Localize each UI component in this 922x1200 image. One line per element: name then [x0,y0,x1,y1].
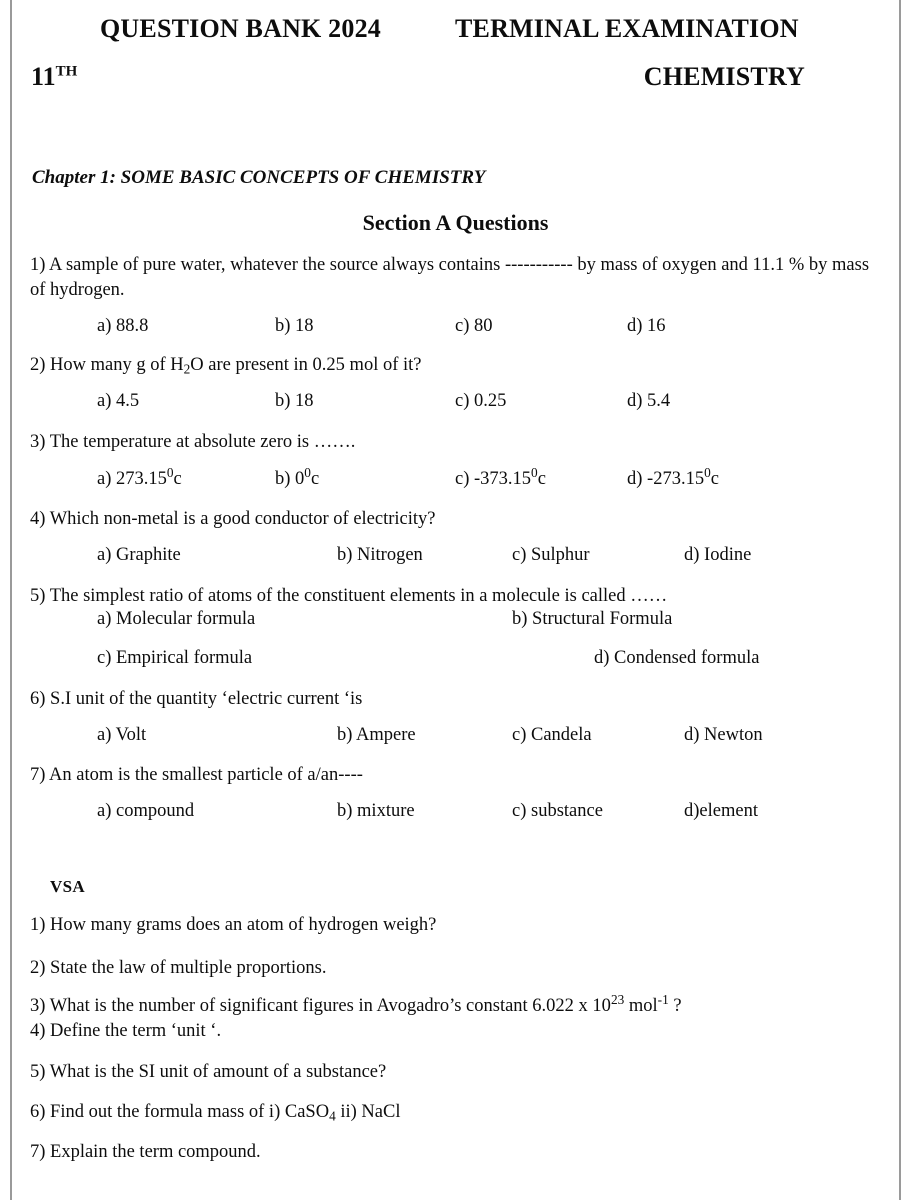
vsa-item-2: 2) State the law of multiple proportions… [30,958,327,978]
question-7-option-d[interactable]: d)element [684,801,758,821]
question-1-option-a[interactable]: a) 88.8 [97,316,149,336]
question-3-option-b-post: c [310,469,320,489]
question-3-option-d-pre: d) -273.15 [627,469,705,489]
question-5-options-row-1: a) Molecular formula b) Structural Formu… [12,609,899,635]
question-3-option-b-pre: b) 0 [275,469,305,489]
vsa-item-3-mid: mol [624,996,658,1016]
question-2-option-d[interactable]: d) 5.4 [627,391,671,411]
question-7-text: 7) An atom is the smallest particle of a… [30,765,363,785]
question-3-option-a-post: c [173,469,182,489]
subject-title: CHEMISTRY [643,62,805,91]
vsa-item-3-exponent: 23 [610,991,625,1007]
question-6-text: 6) S.I unit of the quantity ‘electric cu… [30,689,363,709]
question-6-option-a[interactable]: a) Volt [97,725,147,745]
question-5-option-a[interactable]: a) Molecular formula [97,609,256,629]
question-3-option-c[interactable]: c) -373.150c [455,466,546,490]
vsa-item-6-pre: 6) Find out the formula mass of i) CaSO [30,1102,330,1122]
question-7-option-b[interactable]: b) mixture [337,801,415,821]
question-5-option-d[interactable]: d) Condensed formula [594,648,760,668]
question-2-text-pre: 2) How many g of H [30,355,184,375]
class-suffix: TH [55,63,78,80]
vsa-item-3-unit-exponent: -1 [657,991,669,1007]
exam-title: TERMINAL EXAMINATION [455,14,799,43]
question-3-option-d-sup: 0 [704,464,711,480]
question-4-options: a) Graphite b) Nitrogen c) Sulphur d) Io… [12,545,899,571]
vsa-item-3-pre: 3) What is the number of significant fig… [30,996,611,1016]
question-7-option-c[interactable]: c) substance [512,801,603,821]
question-3-option-d-post: c [710,469,719,489]
question-7-options: a) compound b) mixture c) substance d)el… [12,801,899,827]
question-2-options: a) 4.5 b) 18 c) 0.25 d) 5.4 [12,391,899,417]
document-header-row-1: QUESTION BANK 2024 TERMINAL EXAMINATION [12,14,899,54]
vsa-item-6: 6) Find out the formula mass of i) CaSO4… [30,1100,400,1125]
question-3-option-b[interactable]: b) 00c [275,466,320,490]
question-2-text-post: O are present in 0.25 mol of it? [190,355,422,375]
question-4-option-d[interactable]: d) Iodine [684,545,752,565]
question-2-option-a[interactable]: a) 4.5 [97,391,140,411]
vsa-item-5: 5) What is the SI unit of amount of a su… [30,1062,387,1082]
vsa-item-3: 3) What is the number of significant fig… [30,991,682,1019]
vsa-item-6-subscript: 4 [329,1108,336,1124]
question-bank-title: QUESTION BANK 2024 [100,14,381,43]
document-page: QUESTION BANK 2024 TERMINAL EXAMINATION … [10,0,901,1200]
vsa-item-3-post: ? [668,996,682,1016]
question-1-option-c[interactable]: c) 80 [455,316,493,336]
question-6-option-b[interactable]: b) Ampere [337,725,416,745]
document-header-row-2: 11TH CHEMISTRY [12,62,899,104]
question-7-option-a[interactable]: a) compound [97,801,195,821]
question-5-text: 5) The simplest ratio of atoms of the co… [30,586,668,606]
question-3-option-d[interactable]: d) -273.150c [627,466,719,490]
vsa-item-4: 4) Define the term ‘unit ‘. [30,1021,222,1041]
question-2-option-c[interactable]: c) 0.25 [455,391,507,411]
question-2-subscript: 2 [183,361,191,377]
question-3-text: 3) The temperature at absolute zero is …… [30,432,356,452]
question-4-option-c[interactable]: c) Sulphur [512,545,590,565]
question-3-options: a) 273.150c b) 00c c) -373.150c d) -273.… [12,466,899,495]
question-3-option-a-sup: 0 [166,464,174,480]
vsa-item-1: 1) How many grams does an atom of hydrog… [30,915,437,935]
vsa-item-6-post: ii) NaCl [335,1102,401,1122]
question-5-option-c[interactable]: c) Empirical formula [97,648,253,668]
question-4-option-b[interactable]: b) Nitrogen [337,545,423,565]
question-4-option-a[interactable]: a) Graphite [97,545,181,565]
question-2-option-b[interactable]: b) 18 [275,391,314,411]
question-6-options: a) Volt b) Ampere c) Candela d) Newton [12,725,899,751]
question-5-options-row-2: c) Empirical formula d) Condensed formul… [12,648,899,674]
question-4-text: 4) Which non-metal is a good conductor o… [30,509,436,529]
question-3-option-a-pre: a) 273.15 [97,469,167,489]
vsa-item-7: 7) Explain the term compound. [30,1142,261,1162]
question-3-option-c-post: c [537,469,546,489]
question-1-text: 1) A sample of pure water, whatever the … [30,255,870,300]
class-label: 11TH [31,62,77,92]
question-6-option-d[interactable]: d) Newton [684,725,763,745]
question-3-option-c-sup: 0 [531,464,538,480]
question-3-option-b-sup: 0 [304,464,311,480]
question-3-option-a[interactable]: a) 273.150c [97,466,182,490]
class-number: 11 [31,62,56,91]
question-1-option-b[interactable]: b) 18 [275,316,314,336]
section-heading: Section A Questions [362,210,549,235]
chapter-heading: Chapter 1: SOME BASIC CONCEPTS OF CHEMIS… [32,167,486,188]
question-3-option-c-pre: c) -373.15 [455,469,532,489]
question-6-option-c[interactable]: c) Candela [512,725,592,745]
question-2-text: 2) How many g of H2O are present in 0.25… [30,353,885,378]
question-1-options: a) 88.8 b) 18 c) 80 d) 16 [12,316,899,342]
question-1-option-d[interactable]: d) 16 [627,316,666,336]
vsa-section-label: VSA [50,877,85,896]
question-5-option-b[interactable]: b) Structural Formula [512,609,673,629]
